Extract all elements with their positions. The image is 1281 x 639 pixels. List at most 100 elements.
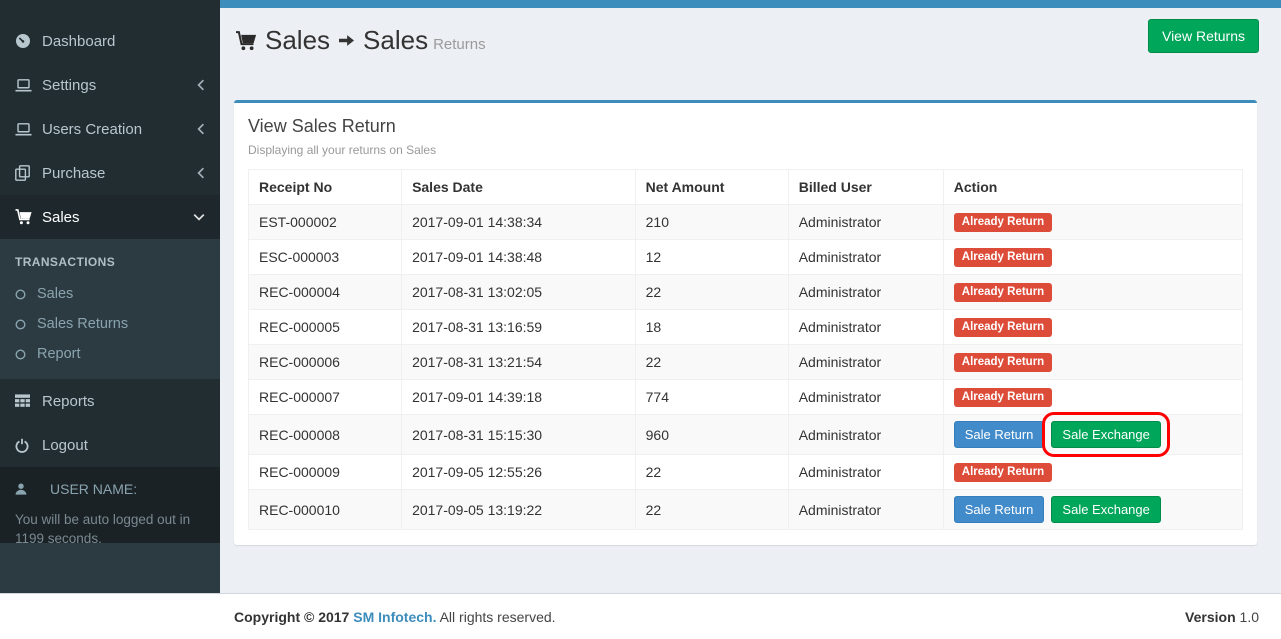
sidebar-item-label: Sales xyxy=(42,208,80,226)
version-number: 1.0 xyxy=(1239,608,1259,625)
receipt-no-cell: REC-000009 xyxy=(247,454,403,490)
copyright-prefix: Copyright © 2017 xyxy=(234,608,350,625)
page-title: Sales xyxy=(363,25,429,55)
sidebar-item-sales[interactable]: Sales xyxy=(0,195,220,239)
user-name-label: USER NAME: xyxy=(50,481,138,497)
chevron-left-icon xyxy=(197,79,205,91)
sales-date-cell: 2017-09-01 14:38:48 xyxy=(401,239,636,275)
circle-icon xyxy=(15,349,37,360)
content-header: Sales Sales Returns View Returns xyxy=(220,8,1281,92)
submenu-item-sales-returns[interactable]: Sales Returns xyxy=(0,309,220,339)
power-icon xyxy=(15,438,42,453)
view-returns-button[interactable]: View Returns xyxy=(1147,19,1259,53)
column-header-receipt-no: Receipt No xyxy=(247,169,403,205)
copyright-suffix: All rights reserved. xyxy=(439,608,556,625)
billed-user-cell: Administrator xyxy=(787,204,944,240)
table-row: REC-000006 2017-08-31 13:21:54 22 Administr… xyxy=(247,344,1244,380)
net-amount-cell: 210 xyxy=(634,204,789,240)
sale-return-button[interactable]: Sale Return xyxy=(953,496,1045,523)
already-return-badge: Already Return xyxy=(953,388,1053,407)
panel-title: View Sales Return xyxy=(248,116,396,136)
billed-user-cell: Administrator xyxy=(787,239,944,275)
panel-subtitle: Displaying all your returns on Sales xyxy=(248,143,437,157)
column-header-billed-user: Billed User xyxy=(787,169,944,205)
chevron-left-icon xyxy=(197,123,205,135)
table-row: REC-000010 2017-09-05 13:19:22 22 Administr… xyxy=(247,489,1244,530)
sidebar-item-dashboard[interactable]: Dashboard xyxy=(0,19,220,63)
sales-date-cell: 2017-09-05 13:19:22 xyxy=(401,489,636,530)
sidebar-item-logout[interactable]: Logout xyxy=(0,423,220,467)
sidebar-item-users-creation[interactable]: Users Creation xyxy=(0,107,220,151)
net-amount-cell: 22 xyxy=(634,274,789,310)
laptop-icon xyxy=(15,78,42,93)
sale-exchange-button[interactable]: Sale Exchange xyxy=(1042,412,1170,457)
user-name-row: USER NAME: xyxy=(15,481,205,497)
sidebar-item-label: Logout xyxy=(42,436,88,454)
panel-header: View Sales Return Displaying all your re… xyxy=(234,103,1257,168)
sales-returns-table: Receipt No Sales Date Net Amount Billed Use… xyxy=(247,169,1244,530)
action-cell: Already Return xyxy=(942,344,1244,380)
sidebar-menu: Dashboard Settings Users Creation Purchase S… xyxy=(0,0,220,467)
table-row: REC-000007 2017-09-01 14:39:18 774 Administ… xyxy=(247,379,1244,415)
receipt-no-cell: REC-000007 xyxy=(247,379,403,415)
billed-user-cell: Administrator xyxy=(787,414,944,455)
arrow-right-icon xyxy=(339,34,355,47)
sidebar-bottom-strip xyxy=(0,543,220,593)
submenu-item-report[interactable]: Report xyxy=(0,339,220,369)
submenu-item-label: Report xyxy=(37,346,81,362)
laptop-icon xyxy=(15,122,42,137)
action-cell: Sale Return Sale Exchange xyxy=(942,489,1244,530)
submenu-header: TRANSACTIONS xyxy=(15,255,116,269)
dashboard-icon xyxy=(15,33,42,49)
cart-icon xyxy=(15,209,42,225)
net-amount-cell: 774 xyxy=(634,379,789,415)
user-panel: USER NAME: You will be auto logged out i… xyxy=(0,467,220,549)
breadcrumb-root: Sales xyxy=(265,25,331,55)
receipt-no-cell: ESC-000003 xyxy=(247,239,403,275)
page-subtitle: Returns xyxy=(433,36,486,53)
already-return-badge: Already Return xyxy=(953,318,1053,337)
version-label: Version xyxy=(1185,608,1236,625)
net-amount-cell: 18 xyxy=(634,309,789,345)
sales-date-cell: 2017-09-01 14:39:18 xyxy=(401,379,636,415)
table-row: REC-000008 2017-08-31 15:15:30 960 Administ… xyxy=(247,412,1244,457)
circle-icon xyxy=(15,319,37,330)
action-cell: Already Return xyxy=(942,239,1244,275)
net-amount-cell: 12 xyxy=(634,239,789,275)
net-amount-cell: 22 xyxy=(634,344,789,380)
company-link[interactable]: SM Infotech. xyxy=(353,608,437,625)
table-icon xyxy=(15,394,42,408)
sidebar-item-label: Users Creation xyxy=(42,120,143,138)
sales-date-cell: 2017-08-31 13:21:54 xyxy=(401,344,636,380)
copyright-text: Copyright © 2017 SM Infotech. All rights… xyxy=(234,609,556,625)
net-amount-cell: 22 xyxy=(634,489,789,530)
sales-date-cell: 2017-09-01 14:38:34 xyxy=(401,204,636,240)
submenu-item-sales[interactable]: Sales xyxy=(0,279,220,309)
table-row: EST-000002 2017-09-01 14:38:34 210 Administ… xyxy=(247,204,1244,240)
auto-logout-note: You will be auto logged out in 1199 seco… xyxy=(15,512,191,546)
billed-user-cell: Administrator xyxy=(787,309,944,345)
sidebar-item-settings[interactable]: Settings xyxy=(0,63,220,107)
cart-icon xyxy=(235,30,257,51)
sidebar-item-purchase[interactable]: Purchase xyxy=(0,151,220,195)
table-body: EST-000002 2017-09-01 14:38:34 210 Administ… xyxy=(247,204,1244,530)
already-return-badge: Already Return xyxy=(953,213,1053,232)
sales-date-cell: 2017-08-31 13:02:05 xyxy=(401,274,636,310)
footer: Copyright © 2017 SM Infotech. All rights… xyxy=(0,593,1281,639)
chevron-down-icon xyxy=(193,213,205,221)
sales-return-panel: View Sales Return Displaying all your re… xyxy=(234,100,1257,545)
action-cell: Already Return xyxy=(942,274,1244,310)
main-content: Sales Sales Returns View Returns View Sa… xyxy=(220,0,1281,593)
sale-exchange-button[interactable]: Sale Exchange xyxy=(1051,496,1161,523)
submenu-item-label: Sales xyxy=(37,286,74,302)
receipt-no-cell: REC-000010 xyxy=(247,489,403,530)
action-cell: Sale Return Sale Exchange xyxy=(942,412,1244,457)
sale-return-button[interactable]: Sale Return xyxy=(953,421,1045,448)
receipt-no-cell: EST-000002 xyxy=(247,204,403,240)
net-amount-cell: 22 xyxy=(634,454,789,490)
already-return-badge: Already Return xyxy=(953,353,1053,372)
sidebar-item-label: Dashboard xyxy=(42,32,116,50)
sidebar-item-reports[interactable]: Reports xyxy=(0,379,220,423)
circle-icon xyxy=(15,289,37,300)
